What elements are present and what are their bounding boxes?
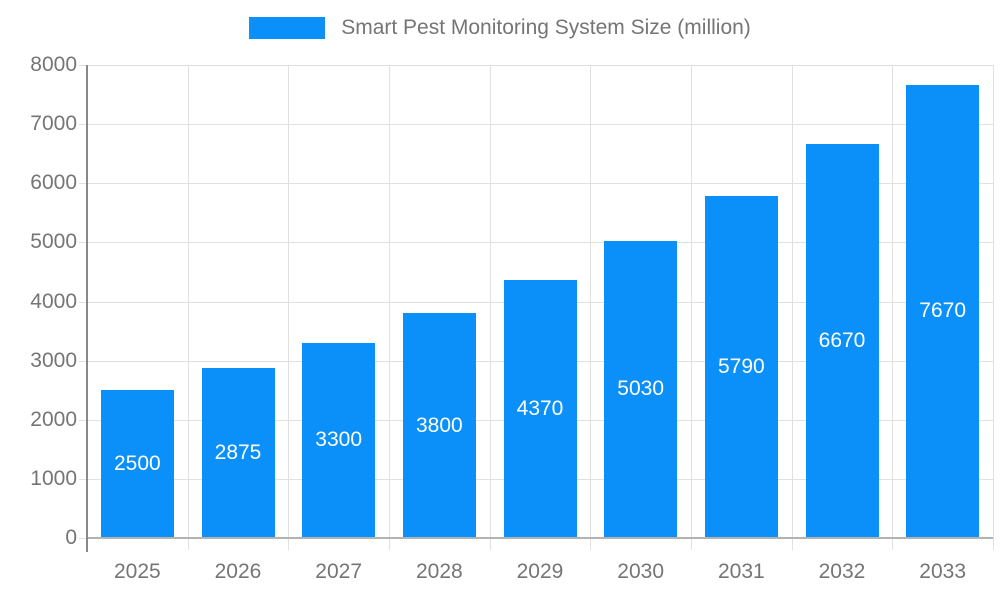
bar-value-label: 5030	[617, 377, 665, 401]
y-tick	[79, 124, 87, 125]
x-tick-label: 2025	[113, 560, 161, 583]
y-gridline	[87, 124, 993, 125]
y-tick-label: 5000	[30, 230, 77, 253]
x-gridline	[691, 65, 692, 550]
y-tick	[79, 302, 87, 303]
x-gridline	[590, 65, 591, 550]
bar-2028	[402, 313, 476, 538]
x-axis-line	[87, 537, 993, 539]
bar-value-label: 2875	[214, 441, 262, 464]
x-gridline	[792, 65, 793, 550]
bar-2025	[100, 390, 174, 538]
x-tick-label: 2033	[919, 560, 967, 583]
bar-value-label: 6670	[818, 328, 866, 352]
x-gridline	[188, 65, 189, 550]
bar-2027	[302, 342, 376, 538]
bar-value-label: 2500	[113, 452, 161, 476]
legend: Smart Pest Monitoring System Size (milli…	[0, 16, 1000, 40]
x-gridline	[993, 65, 994, 550]
bar-2032	[805, 143, 879, 538]
bar-2030	[604, 240, 678, 538]
y-tick-label: 6000	[30, 171, 77, 194]
x-tick-label: 2027	[315, 560, 363, 583]
x-gridline	[490, 65, 491, 550]
x-gridline	[892, 65, 893, 550]
x-tick-label: 2032	[818, 560, 866, 583]
y-gridline	[87, 242, 993, 243]
y-tick-label: 8000	[30, 53, 77, 76]
y-tick-label: 3000	[30, 349, 77, 372]
bar-2026	[201, 368, 275, 538]
x-gridline	[389, 65, 390, 550]
y-gridline	[87, 183, 993, 184]
y-tick-label: 1000	[30, 467, 77, 490]
bar-2029	[503, 279, 577, 538]
x-gridline	[288, 65, 289, 550]
x-tick-label: 2026	[214, 560, 262, 583]
y-axis-line	[86, 65, 88, 552]
y-gridline	[87, 65, 993, 66]
y-tick	[79, 420, 87, 421]
legend-label: Smart Pest Monitoring System Size (milli…	[341, 16, 751, 39]
y-tick	[79, 538, 87, 539]
y-tick	[79, 183, 87, 184]
x-tick-label: 2029	[516, 560, 564, 583]
bar-2033	[906, 84, 980, 538]
y-tick-label: 4000	[30, 290, 77, 313]
y-tick	[79, 361, 87, 362]
y-tick-label: 0	[65, 526, 77, 549]
y-tick	[79, 242, 87, 243]
y-tick-label: 2000	[30, 408, 77, 431]
bar-value-label: 4370	[516, 396, 564, 420]
y-tick	[79, 65, 87, 66]
x-tick-label: 2031	[717, 560, 765, 583]
y-tick	[79, 479, 87, 480]
bar-value-label: 3800	[415, 413, 463, 437]
bar-value-label: 7670	[919, 299, 967, 323]
bar-2031	[704, 195, 778, 538]
bar-value-label: 5790	[717, 354, 765, 378]
y-tick-label: 7000	[30, 112, 77, 135]
legend-swatch	[249, 17, 326, 39]
x-tick-label: 2028	[415, 560, 463, 583]
x-tick-label: 2030	[617, 560, 665, 583]
bar-value-label: 3300	[315, 428, 363, 452]
